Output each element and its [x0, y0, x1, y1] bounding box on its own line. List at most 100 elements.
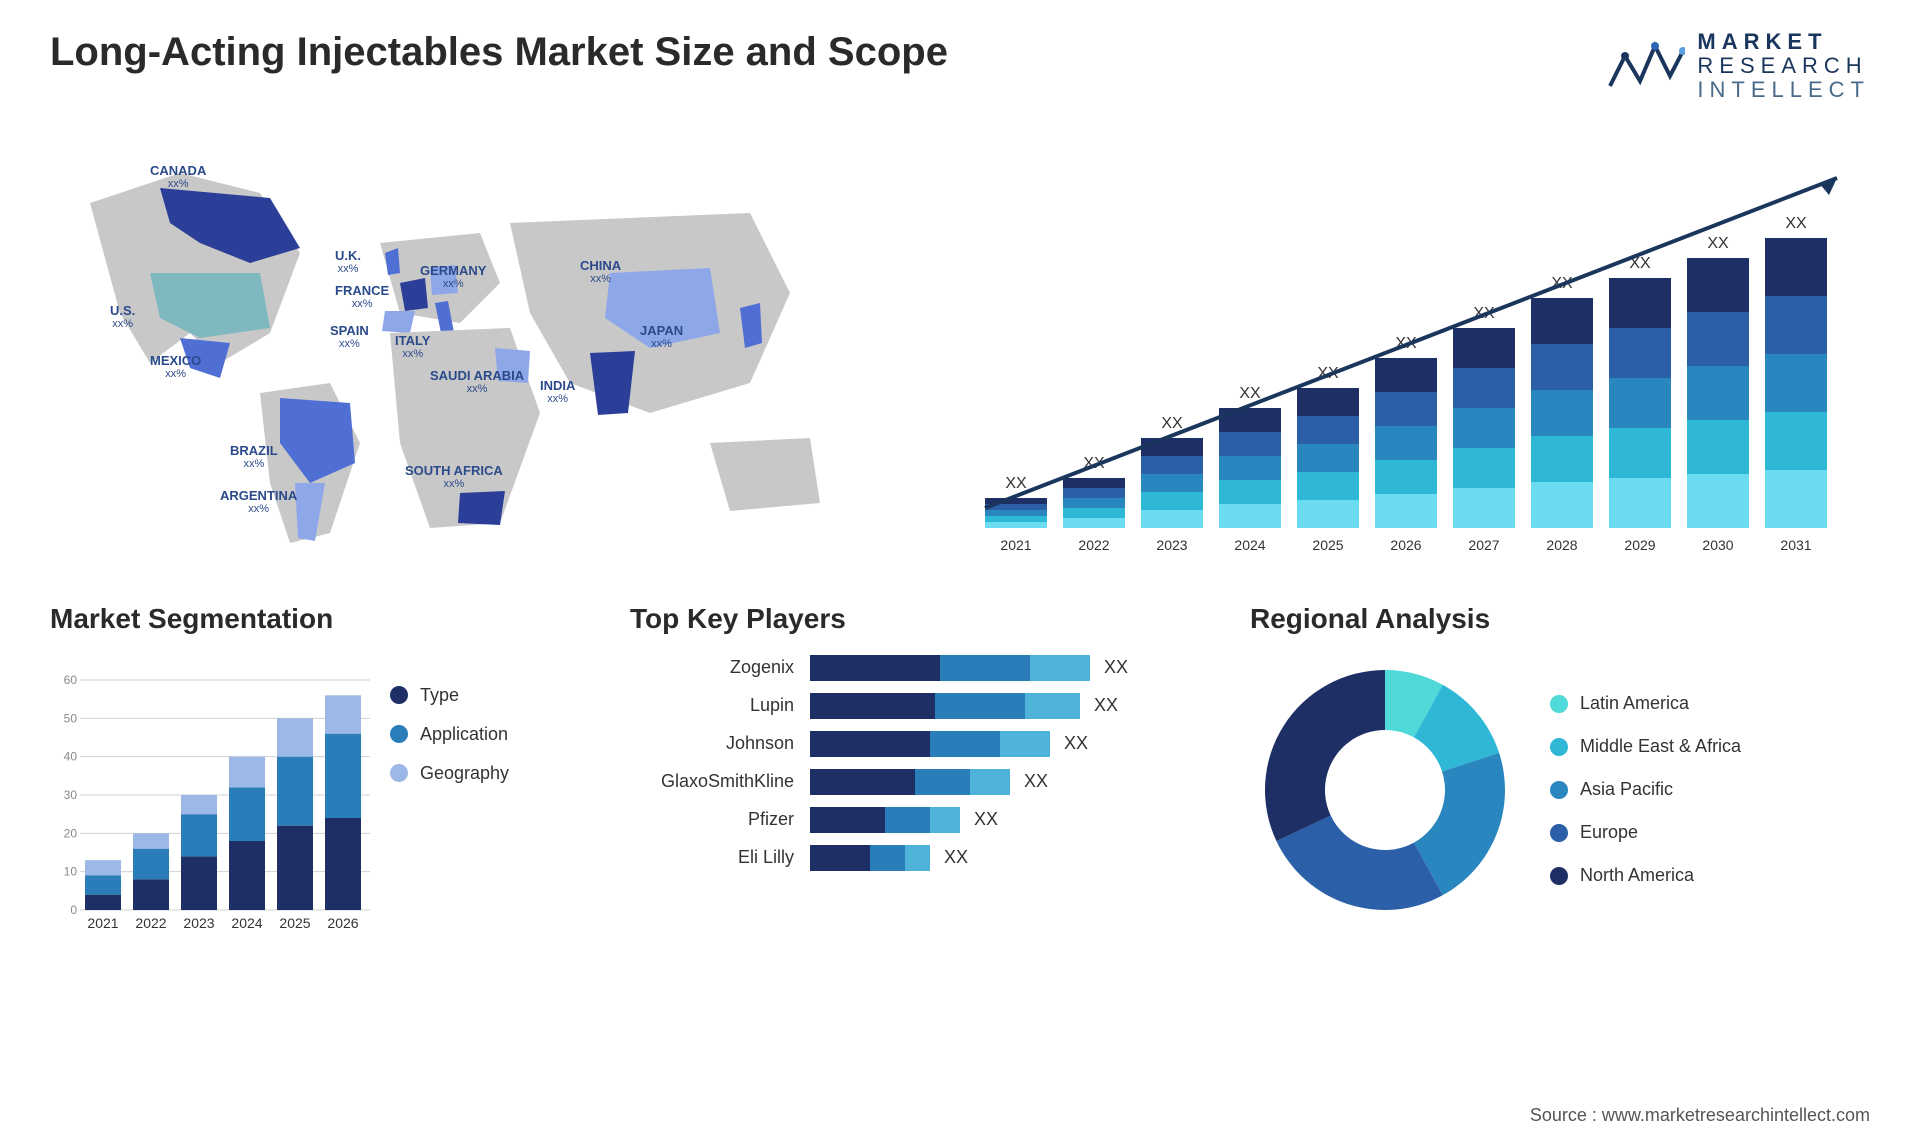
- svg-text:2030: 2030: [1702, 537, 1733, 553]
- player-name: Eli Lilly: [630, 847, 810, 868]
- player-value: XX: [944, 847, 968, 868]
- legend-dot: [1550, 738, 1568, 756]
- donut-chart: [1250, 655, 1520, 925]
- svg-text:10: 10: [64, 864, 78, 878]
- legend-dot: [1550, 695, 1568, 713]
- map-label: FRANCExx%: [335, 283, 389, 312]
- legend-label: Geography: [420, 763, 509, 784]
- player-bar-segment: [1000, 731, 1050, 757]
- player-bar-segment: [810, 655, 940, 681]
- player-bar: [810, 655, 1090, 681]
- main-bar-chart: 2021XX2022XX2023XX2024XX2025XX2026XX2027…: [970, 133, 1870, 563]
- player-bar-segment: [915, 769, 970, 795]
- player-bar: [810, 693, 1080, 719]
- player-row: GlaxoSmithKline XX: [630, 769, 1190, 795]
- svg-text:XX: XX: [1161, 415, 1183, 432]
- map-label: CANADAxx%: [150, 163, 206, 192]
- svg-text:2029: 2029: [1624, 537, 1655, 553]
- map-label: U.K.xx%: [335, 248, 361, 277]
- segmentation-title: Market Segmentation: [50, 603, 570, 635]
- segmentation-chart: 0102030405060202120222023202420252026: [50, 655, 370, 935]
- player-bar: [810, 845, 930, 871]
- player-bar-segment: [970, 769, 1010, 795]
- player-value: XX: [1064, 733, 1088, 754]
- player-value: XX: [1104, 657, 1128, 678]
- legend-dot: [1550, 824, 1568, 842]
- legend-item: Latin America: [1550, 693, 1741, 714]
- player-bar-segment: [930, 807, 960, 833]
- player-name: Zogenix: [630, 657, 810, 678]
- regional-legend: Latin AmericaMiddle East & AfricaAsia Pa…: [1550, 693, 1741, 886]
- svg-text:2023: 2023: [1156, 537, 1187, 553]
- brand-logo: MARKET RESEARCH INTELLECT: [1605, 30, 1870, 103]
- map-label: SOUTH AFRICAxx%: [405, 463, 503, 492]
- legend-dot: [390, 686, 408, 704]
- player-bar-segment: [810, 731, 930, 757]
- legend-item: Application: [390, 724, 509, 745]
- legend-label: North America: [1580, 865, 1694, 886]
- svg-text:2022: 2022: [1078, 537, 1109, 553]
- player-row: Eli Lilly XX: [630, 845, 1190, 871]
- player-value: XX: [974, 809, 998, 830]
- svg-text:XX: XX: [1707, 235, 1729, 252]
- svg-text:2027: 2027: [1468, 537, 1499, 553]
- player-bar-segment: [935, 693, 1025, 719]
- logo-text-2: RESEARCH: [1697, 54, 1870, 78]
- legend-dot: [1550, 781, 1568, 799]
- players-chart: ZogenixXXLupinXXJohnsonXXGlaxoSmithKline…: [630, 655, 1190, 871]
- player-name: Johnson: [630, 733, 810, 754]
- svg-text:2026: 2026: [327, 915, 358, 931]
- map-label: BRAZILxx%: [230, 443, 278, 472]
- page-title: Long-Acting Injectables Market Size and …: [50, 30, 948, 75]
- player-row: Pfizer XX: [630, 807, 1190, 833]
- player-row: LupinXX: [630, 693, 1190, 719]
- player-name: Pfizer: [630, 809, 810, 830]
- player-name: GlaxoSmithKline: [630, 771, 810, 792]
- svg-text:2021: 2021: [87, 915, 118, 931]
- player-bar-segment: [930, 731, 1000, 757]
- player-bar-segment: [870, 845, 905, 871]
- svg-text:2025: 2025: [279, 915, 310, 931]
- player-bar: [810, 807, 960, 833]
- svg-text:XX: XX: [1239, 385, 1261, 402]
- svg-text:XX: XX: [1785, 215, 1807, 232]
- logo-text-1: MARKET: [1697, 30, 1870, 54]
- svg-text:XX: XX: [1005, 475, 1027, 492]
- svg-text:60: 60: [64, 673, 78, 687]
- main-chart-svg: 2021XX2022XX2023XX2024XX2025XX2026XX2027…: [970, 133, 1870, 563]
- legend-label: Application: [420, 724, 508, 745]
- player-row: Johnson XX: [630, 731, 1190, 757]
- svg-text:2023: 2023: [183, 915, 214, 931]
- player-bar-segment: [810, 845, 870, 871]
- player-bar-segment: [810, 807, 885, 833]
- player-bar-segment: [905, 845, 930, 871]
- legend-item: Middle East & Africa: [1550, 736, 1741, 757]
- player-value: XX: [1094, 695, 1118, 716]
- player-value: XX: [1024, 771, 1048, 792]
- player-bar: [810, 731, 1050, 757]
- map-label: U.S.xx%: [110, 303, 135, 332]
- legend-item: Type: [390, 685, 509, 706]
- map-label: MEXICOxx%: [150, 353, 201, 382]
- legend-label: Type: [420, 685, 459, 706]
- map-label: CHINAxx%: [580, 258, 621, 287]
- svg-text:2024: 2024: [1234, 537, 1265, 553]
- player-bar-segment: [940, 655, 1030, 681]
- source-text: Source : www.marketresearchintellect.com: [1530, 1105, 1870, 1126]
- map-label: GERMANYxx%: [420, 263, 486, 292]
- logo-icon: [1605, 36, 1685, 96]
- legend-dot: [390, 725, 408, 743]
- svg-text:2025: 2025: [1312, 537, 1343, 553]
- player-bar-segment: [885, 807, 930, 833]
- map-label: SPAINxx%: [330, 323, 369, 352]
- legend-label: Europe: [1580, 822, 1638, 843]
- segmentation-legend: Type Application Geography: [390, 655, 509, 935]
- world-map: CANADAxx%U.S.xx%MEXICOxx%BRAZILxx%ARGENT…: [50, 133, 930, 563]
- svg-text:2031: 2031: [1780, 537, 1811, 553]
- legend-item: Europe: [1550, 822, 1741, 843]
- map-label: JAPANxx%: [640, 323, 683, 352]
- player-bar: [810, 769, 1010, 795]
- svg-text:2022: 2022: [135, 915, 166, 931]
- svg-text:2028: 2028: [1546, 537, 1577, 553]
- player-bar-segment: [810, 769, 915, 795]
